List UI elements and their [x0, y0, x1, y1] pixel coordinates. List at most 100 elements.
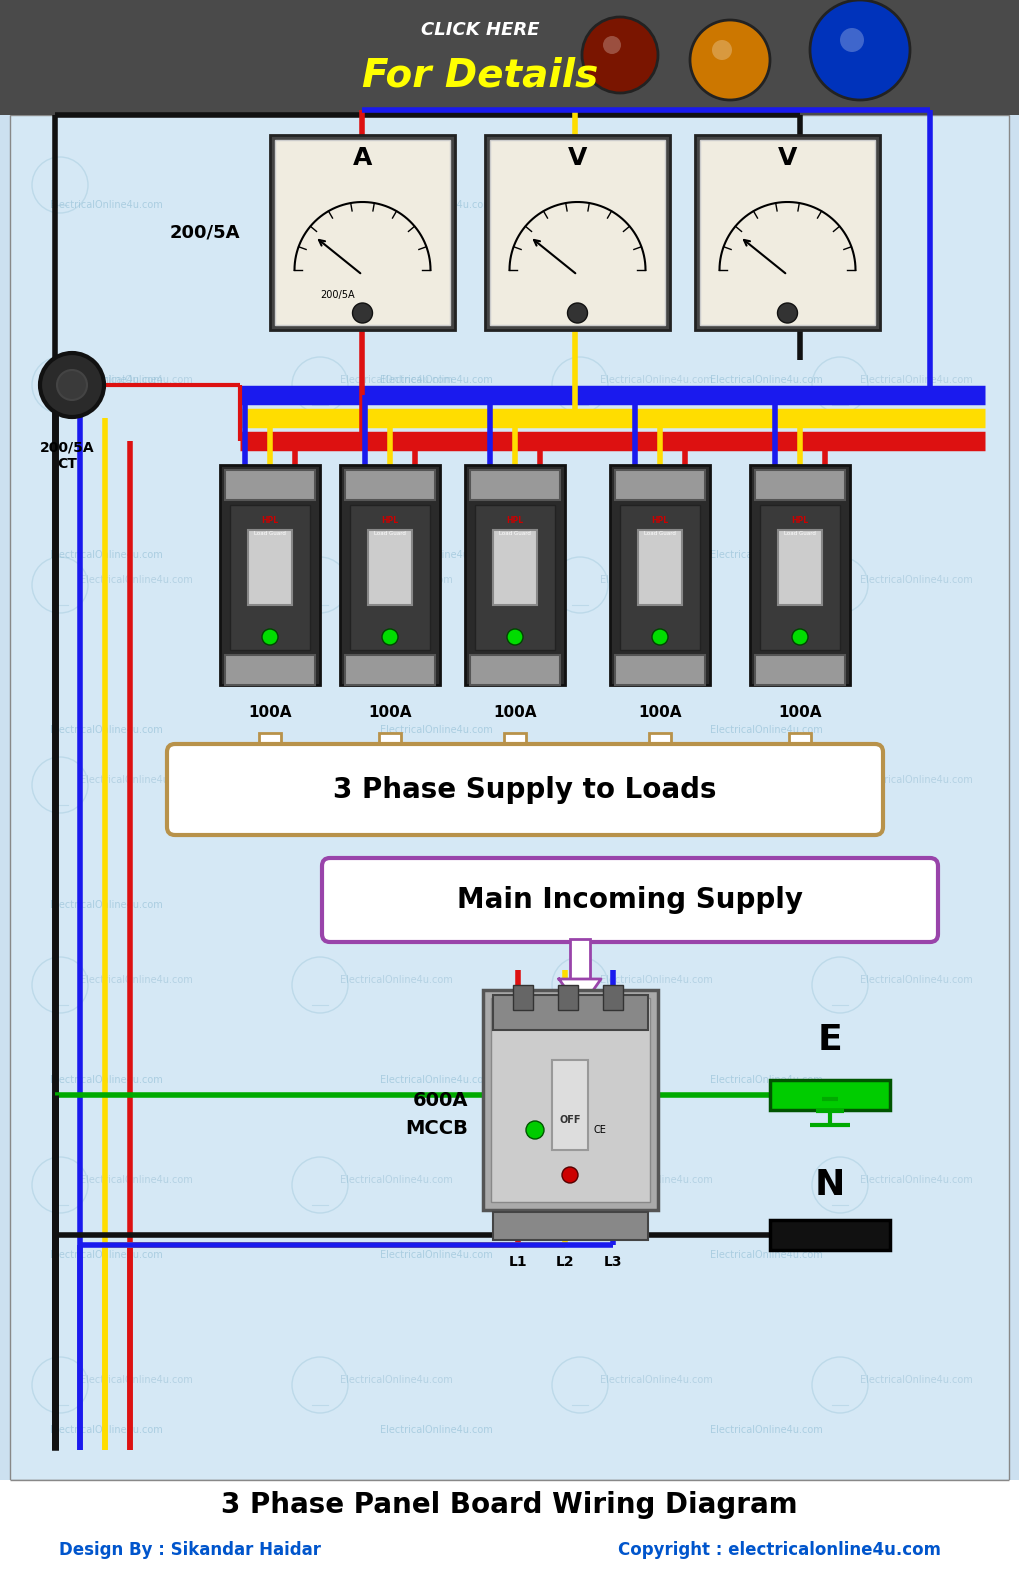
Circle shape: [353, 303, 373, 322]
Text: ElectricalOnline4u.com: ElectricalOnline4u.com: [380, 1250, 493, 1259]
Text: L1: L1: [508, 1255, 527, 1269]
Text: ElectricalOnline4u.com: ElectricalOnline4u.com: [81, 1375, 193, 1386]
Text: ElectricalOnline4u.com: ElectricalOnline4u.com: [710, 201, 822, 210]
Bar: [0, 0, 1019, 115]
Text: CLICK HERE: CLICK HERE: [421, 21, 539, 40]
Bar: [755, 469, 845, 499]
Text: 100A: 100A: [368, 705, 412, 720]
Text: ElectricalOnline4u.com: ElectricalOnline4u.com: [50, 1074, 163, 1085]
Bar: [225, 469, 315, 499]
Bar: [491, 999, 650, 1202]
Text: ElectricalOnline4u.com: ElectricalOnline4u.com: [600, 374, 712, 386]
Text: ElectricalOnline4u.com: ElectricalOnline4u.com: [380, 550, 493, 559]
Text: N: N: [815, 1168, 845, 1202]
Circle shape: [712, 40, 732, 60]
Text: CT: CT: [57, 457, 77, 471]
Text: ElectricalOnline4u.com: ElectricalOnline4u.com: [380, 1074, 493, 1085]
Bar: [470, 656, 560, 686]
Text: ElectricalOnline4u.com: ElectricalOnline4u.com: [50, 725, 163, 735]
Bar: [615, 469, 705, 499]
Text: 3 Phase Supply to Loads: 3 Phase Supply to Loads: [333, 776, 716, 804]
Circle shape: [792, 629, 808, 645]
Bar: [789, 733, 811, 803]
Bar: [770, 1081, 890, 1111]
Bar: [345, 656, 435, 686]
Text: V: V: [777, 145, 797, 171]
Text: For Details: For Details: [362, 55, 598, 93]
FancyBboxPatch shape: [322, 858, 938, 942]
Text: Load Guard: Load Guard: [644, 531, 676, 536]
Text: ElectricalOnline4u.com: ElectricalOnline4u.com: [50, 201, 163, 210]
Text: ElectricalOnline4u.com: ElectricalOnline4u.com: [50, 901, 163, 910]
Text: ElectricalOnline4u.com: ElectricalOnline4u.com: [710, 725, 822, 735]
Bar: [695, 134, 880, 330]
Text: 100A: 100A: [779, 705, 821, 720]
Bar: [230, 506, 310, 649]
Text: ElectricalOnline4u.com: ElectricalOnline4u.com: [81, 575, 193, 585]
Bar: [570, 939, 590, 980]
Text: ElectricalOnline4u.com: ElectricalOnline4u.com: [710, 1074, 822, 1085]
Circle shape: [690, 21, 770, 100]
Circle shape: [562, 1168, 578, 1183]
Bar: [610, 465, 710, 686]
Text: ElectricalOnline4u.com: ElectricalOnline4u.com: [380, 201, 493, 210]
Bar: [368, 529, 412, 605]
Polygon shape: [368, 803, 412, 833]
Bar: [220, 465, 320, 686]
Circle shape: [507, 629, 523, 645]
Text: ElectricalOnline4u.com: ElectricalOnline4u.com: [860, 776, 973, 785]
Polygon shape: [493, 803, 537, 833]
Polygon shape: [638, 803, 682, 833]
Text: ElectricalOnline4u.com: ElectricalOnline4u.com: [860, 975, 973, 984]
Text: ElectricalOnline4u.com: ElectricalOnline4u.com: [710, 374, 822, 386]
Text: HPL: HPL: [262, 515, 278, 525]
Text: ElectricalOnline4u.com: ElectricalOnline4u.com: [340, 975, 452, 984]
Text: Main Incoming Supply: Main Incoming Supply: [457, 886, 803, 913]
Bar: [483, 991, 658, 1210]
Text: ElectricalOnline4u.com: ElectricalOnline4u.com: [50, 374, 163, 386]
Circle shape: [840, 28, 864, 52]
Text: 200/5A: 200/5A: [169, 223, 240, 242]
Circle shape: [582, 17, 658, 93]
Polygon shape: [248, 803, 292, 833]
Bar: [465, 465, 565, 686]
Text: ElectricalOnline4u.com: ElectricalOnline4u.com: [340, 575, 452, 585]
Text: 200/5A: 200/5A: [320, 291, 355, 300]
Polygon shape: [559, 980, 601, 1010]
Bar: [558, 984, 578, 1010]
Bar: [649, 733, 671, 803]
Bar: [760, 506, 840, 649]
Text: ElectricalOnline4u.com: ElectricalOnline4u.com: [860, 374, 973, 386]
Text: ElectricalOnline4u.com: ElectricalOnline4u.com: [710, 901, 822, 910]
Bar: [0, 1480, 1019, 1580]
Circle shape: [777, 303, 798, 322]
Circle shape: [568, 303, 588, 322]
Text: HPL: HPL: [506, 515, 524, 525]
Text: ElectricalOnline4u.com: ElectricalOnline4u.com: [380, 901, 493, 910]
Bar: [638, 529, 682, 605]
Bar: [270, 134, 455, 330]
Bar: [340, 465, 440, 686]
Text: ElectricalOnline4u.com: ElectricalOnline4u.com: [710, 1425, 822, 1435]
Bar: [248, 529, 292, 605]
Text: ElectricalOnline4u.com: ElectricalOnline4u.com: [600, 1176, 712, 1185]
Bar: [615, 656, 705, 686]
Circle shape: [262, 629, 278, 645]
Text: ElectricalOnline4u.com: ElectricalOnline4u.com: [600, 776, 712, 785]
Circle shape: [40, 352, 104, 417]
Text: OFF: OFF: [559, 1115, 581, 1125]
Text: ElectricalOnline4u.com: ElectricalOnline4u.com: [81, 1176, 193, 1185]
FancyBboxPatch shape: [167, 744, 883, 834]
Bar: [770, 1220, 890, 1250]
Text: ElectricalOnline4u.com: ElectricalOnline4u.com: [81, 776, 193, 785]
Text: ElectricalOnline4u.com: ElectricalOnline4u.com: [50, 1425, 163, 1435]
Text: Load Guard: Load Guard: [784, 531, 816, 536]
Text: ElectricalOnline4u.com: ElectricalOnline4u.com: [340, 1375, 452, 1386]
Text: E: E: [817, 1022, 843, 1057]
Text: 3 Phase Panel Board Wiring Diagram: 3 Phase Panel Board Wiring Diagram: [221, 1492, 797, 1518]
Text: ElectricalOnline4u.com: ElectricalOnline4u.com: [81, 975, 193, 984]
Text: ElectricalOnline4u.com: ElectricalOnline4u.com: [860, 575, 973, 585]
Bar: [777, 529, 822, 605]
Text: 200/5A: 200/5A: [40, 439, 95, 453]
Text: Copyright : electricalonline4u.com: Copyright : electricalonline4u.com: [619, 1540, 942, 1559]
